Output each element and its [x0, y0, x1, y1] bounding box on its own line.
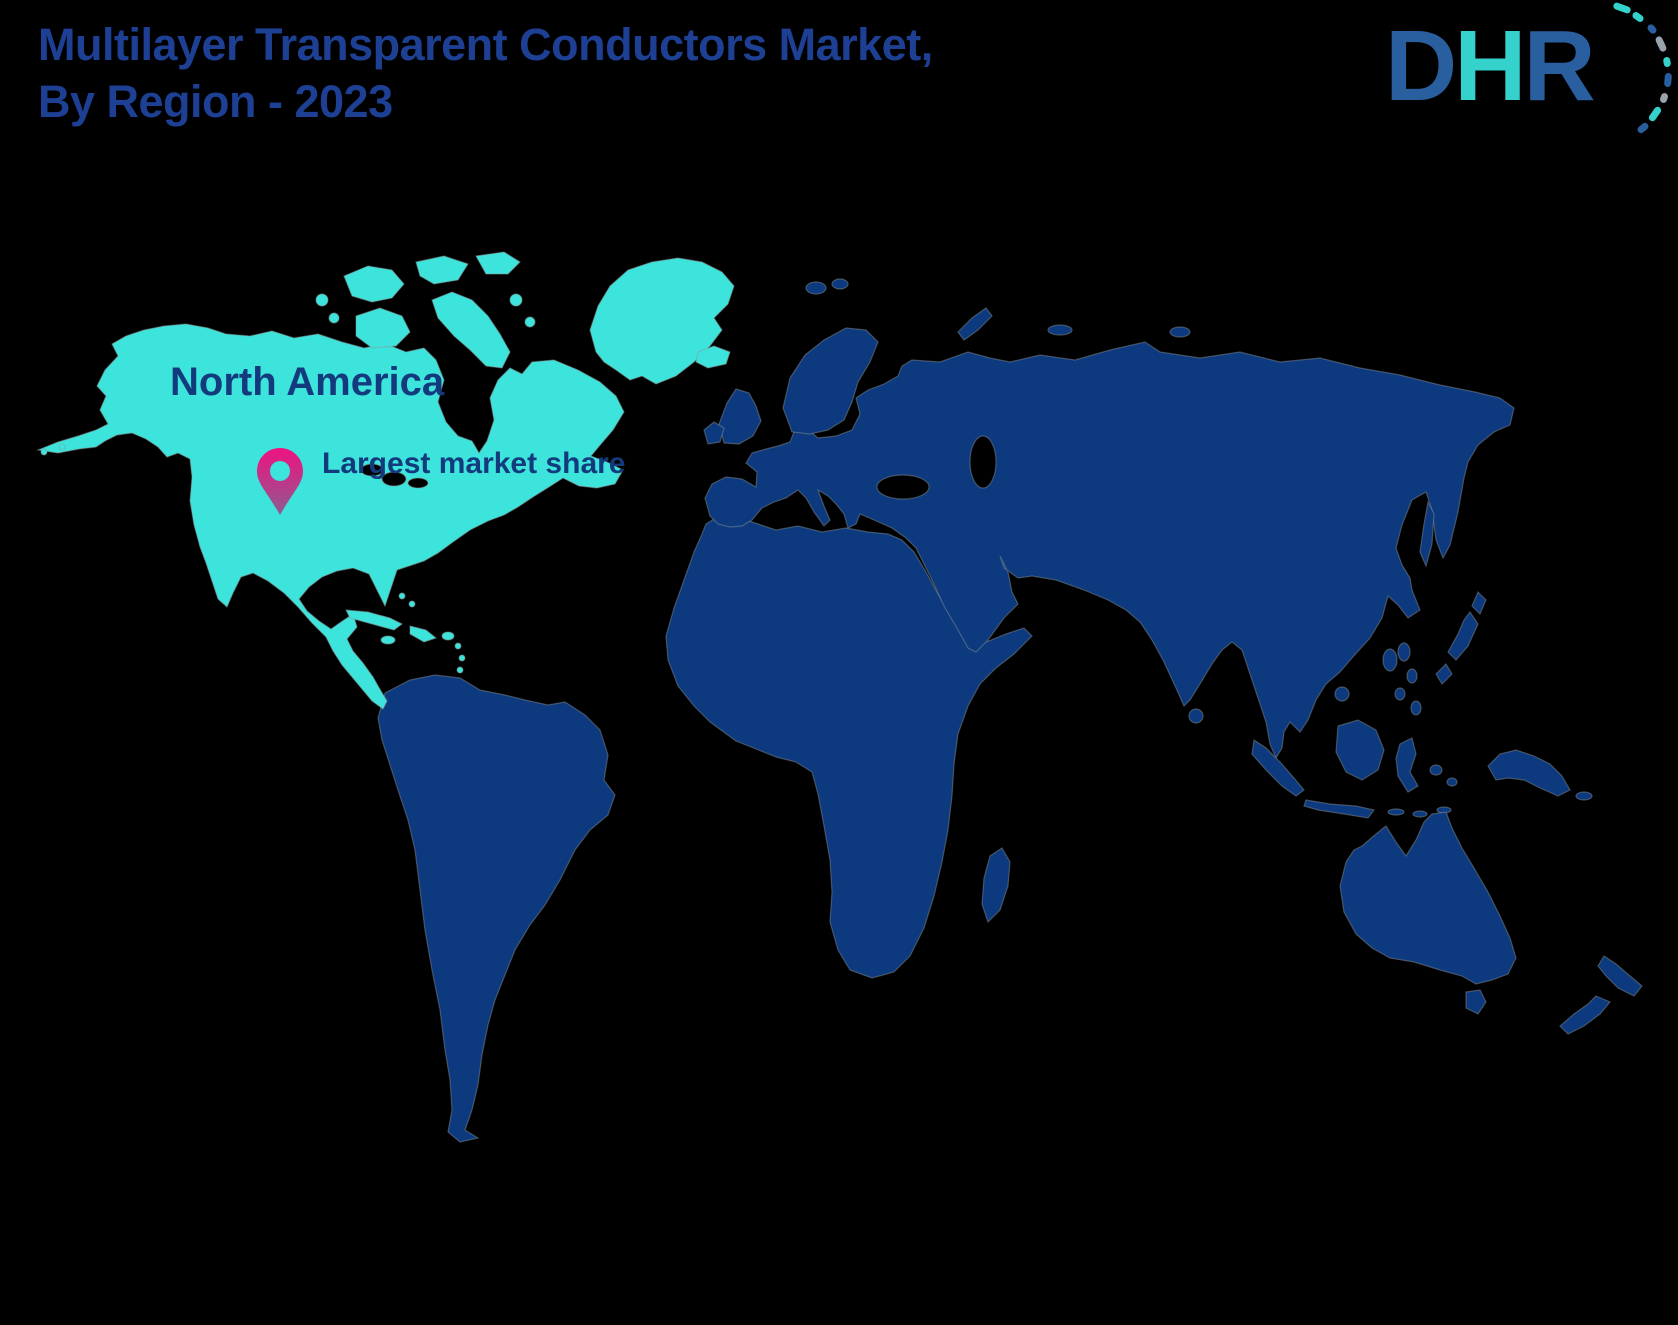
continent-eurasia — [704, 341, 1515, 760]
island-sunda-1 — [1387, 808, 1405, 816]
continent-south-america — [377, 674, 616, 1143]
location-pin-icon — [257, 448, 303, 515]
region-scandinavia — [782, 327, 879, 435]
island-antilles-1 — [454, 642, 462, 650]
island-sulawesi — [1395, 737, 1419, 793]
island-antilles-2 — [458, 654, 466, 662]
continent-australia — [1339, 811, 1517, 985]
island-great-britain — [718, 388, 762, 445]
island-novaya-zemlya — [957, 307, 993, 341]
island-arctic-speck-3 — [509, 293, 523, 307]
island-sunda-2 — [1412, 810, 1428, 818]
region-north-america-mainland — [35, 323, 625, 710]
logo-spark-icon — [1613, 2, 1631, 14]
logo-spark-icon — [1663, 57, 1671, 67]
island-moluccas-2 — [1446, 777, 1458, 787]
logo-letter-d: D — [1385, 10, 1457, 122]
island-sakhalin — [1419, 500, 1435, 568]
island-bahamas-2 — [408, 600, 416, 608]
island-philippines-2 — [1406, 668, 1418, 684]
annotation-largest-market-share: Largest market share — [322, 447, 626, 480]
island-aleutian-1 — [40, 448, 48, 456]
island-java — [1303, 799, 1376, 819]
island-svalbard — [805, 281, 827, 295]
island-nz-north — [1597, 955, 1643, 997]
island-arctic-speck-2 — [328, 312, 340, 324]
island-victoria — [355, 307, 411, 349]
island-cuba — [344, 609, 404, 631]
island-arctic-speck-1 — [315, 293, 329, 307]
island-moluccas-1 — [1429, 764, 1443, 776]
world-land-group — [377, 278, 1643, 1143]
logo-spark-icon — [1655, 36, 1667, 52]
lake-michigan-huron — [381, 471, 407, 487]
island-puerto-rico — [441, 631, 455, 641]
logo-spark-icon — [1659, 93, 1669, 103]
island-jamaica — [380, 635, 396, 645]
logo-spark-arc — [1613, 2, 1672, 134]
island-hainan — [1334, 686, 1350, 702]
logo-letter-r: R — [1523, 10, 1595, 122]
logo-spark-icon — [1648, 106, 1662, 122]
logo-spark-icon — [1647, 24, 1657, 34]
island-arctic-canada-1 — [343, 265, 405, 303]
island-hispaniola — [409, 625, 438, 643]
page-title: Multilayer Transparent Conductors Market… — [38, 16, 933, 130]
logo-letter-h: H — [1454, 10, 1526, 122]
island-taiwan — [1382, 648, 1398, 672]
island-bahamas-1 — [398, 592, 406, 600]
page-title-line1: Multilayer Transparent Conductors Market… — [38, 19, 933, 70]
island-kyushu — [1435, 663, 1453, 685]
island-arctic-canada-2 — [415, 255, 469, 285]
logo-spark-icon — [1632, 12, 1644, 22]
island-aleutian-2 — [58, 443, 66, 451]
island-honshu — [1447, 610, 1479, 661]
caspian-sea — [969, 435, 997, 489]
black-sea — [876, 474, 930, 500]
island-arctic-speck-4 — [524, 316, 536, 328]
island-arctic-1 — [831, 278, 849, 290]
island-arctic-2 — [1047, 324, 1073, 336]
island-baffin — [431, 291, 511, 369]
island-borneo — [1335, 719, 1385, 781]
island-tasmania — [1465, 989, 1487, 1015]
page-title-line2: By Region - 2023 — [38, 76, 393, 127]
dhr-logo: D H R — [1385, 10, 1596, 122]
island-arctic-3 — [1169, 326, 1191, 338]
island-madagascar — [981, 847, 1011, 924]
island-antilles-3 — [456, 666, 464, 674]
island-hokkaido — [1471, 590, 1487, 616]
island-arctic-canada-3 — [475, 251, 521, 275]
island-nz-south — [1559, 995, 1611, 1035]
lake-erie-ontario — [407, 477, 429, 489]
region-north-america-group — [35, 251, 735, 710]
logo-spark-icon — [1664, 73, 1672, 87]
continent-africa — [665, 513, 1033, 979]
region-label-north-america: North America — [170, 360, 445, 404]
island-sri-lanka — [1188, 708, 1204, 724]
island-philippines-1 — [1397, 642, 1411, 662]
island-new-guinea — [1487, 749, 1571, 797]
water-overlays — [360, 435, 997, 500]
island-sumatra — [1251, 738, 1305, 797]
island-iceland — [695, 345, 731, 369]
logo-spark-icon — [1637, 122, 1649, 134]
lake-superior — [360, 463, 384, 477]
island-philippines-4 — [1410, 700, 1422, 716]
island-philippines-3 — [1394, 687, 1406, 701]
island-new-britain — [1575, 791, 1593, 801]
island-ireland — [703, 421, 725, 445]
